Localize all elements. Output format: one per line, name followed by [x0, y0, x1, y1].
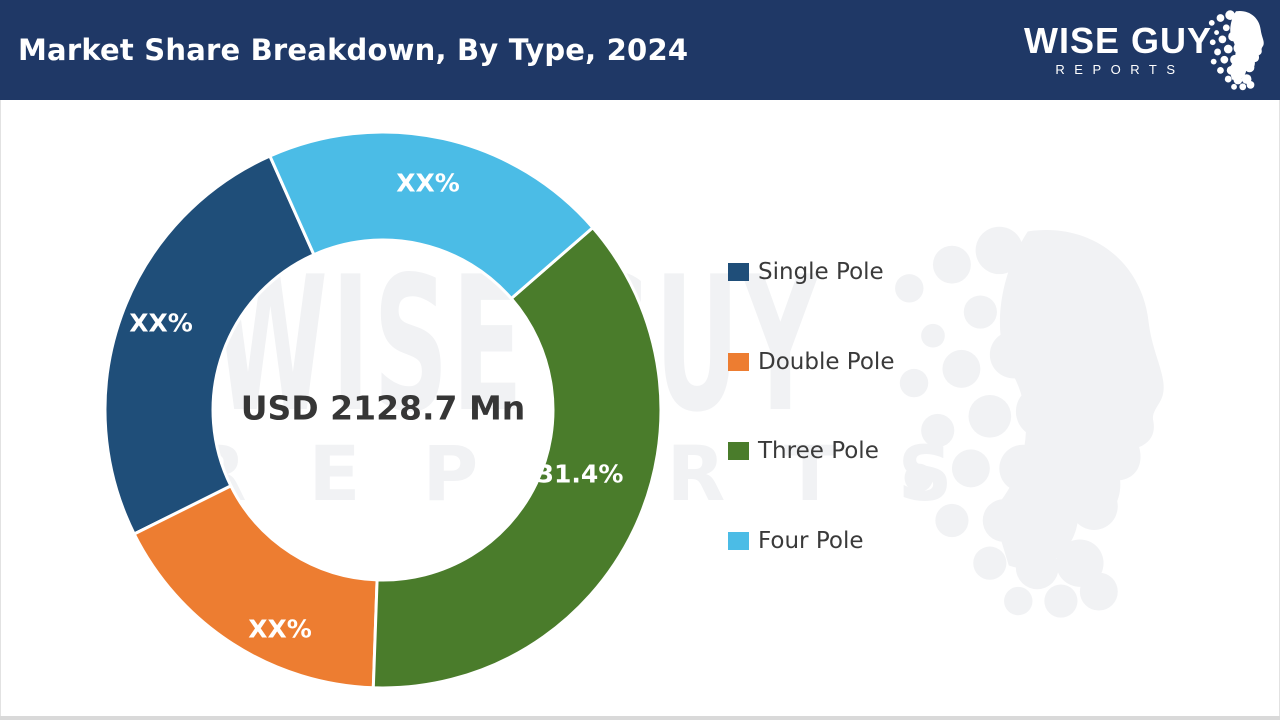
- slice-label-single-pole: XX%: [129, 308, 193, 338]
- page-title: Market Share Breakdown, By Type, 2024: [18, 33, 689, 67]
- legend-label-three-pole: Three Pole: [758, 438, 879, 464]
- brand-subtitle: REPORTS: [1055, 62, 1185, 77]
- bottom-divider: [0, 716, 1280, 720]
- brand-logo-text: WISE GUY REPORTS: [1023, 20, 1212, 78]
- slice-label-three-pole: 31.4%: [536, 459, 624, 489]
- slice-label-four-pole: XX%: [396, 168, 460, 198]
- brand-name: WISE GUY: [1023, 20, 1212, 61]
- slice-double-pole: [132, 484, 379, 690]
- slice-three-pole: [371, 226, 663, 690]
- legend-swatch-four-pole: [728, 532, 749, 550]
- header-bar: Market Share Breakdown, By Type, 2024 WI…: [0, 0, 1280, 100]
- legend-item-double-pole: Double Pole: [728, 349, 894, 375]
- legend-swatch-three-pole: [728, 442, 749, 460]
- legend-item-four-pole: Four Pole: [728, 528, 864, 554]
- legend-label-single-pole: Single Pole: [758, 259, 884, 285]
- legend-swatch-single-pole: [728, 263, 749, 281]
- legend-item-single-pole: Single Pole: [728, 259, 884, 285]
- legend-label-four-pole: Four Pole: [758, 528, 864, 554]
- slice-four-pole: [268, 130, 595, 300]
- brand-head-icon: [1208, 10, 1264, 91]
- slice-label-double-pole: XX%: [248, 614, 312, 644]
- brand-logo: WISE GUY REPORTS: [1024, 0, 1266, 100]
- legend-item-three-pole: Three Pole: [728, 438, 879, 464]
- donut-center-value: USD 2128.7 Mn: [240, 388, 526, 428]
- legend-label-double-pole: Double Pole: [758, 349, 895, 375]
- legend-swatch-double-pole: [728, 353, 749, 371]
- slice-single-pole: [103, 154, 316, 536]
